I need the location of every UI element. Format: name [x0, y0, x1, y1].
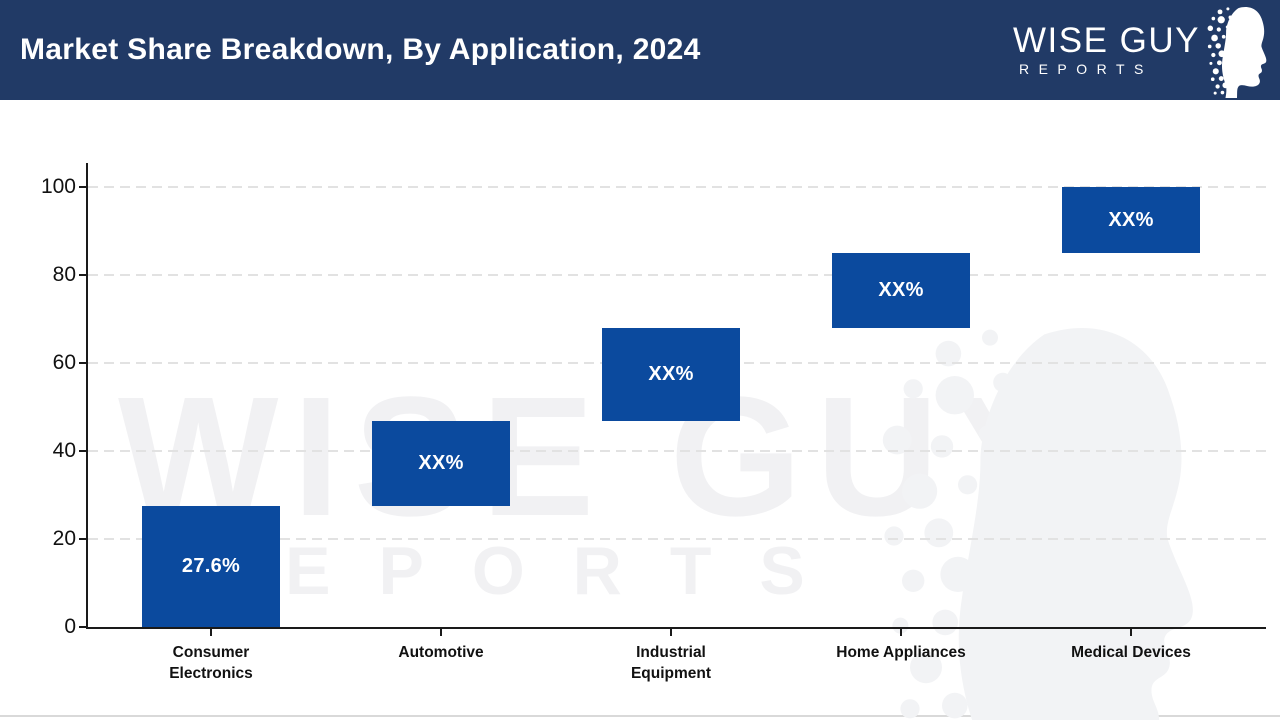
bar-5: XX% [1062, 187, 1200, 253]
bar-1: 27.6% [142, 505, 280, 627]
x-tick-mark-2 [440, 629, 442, 636]
gridline-40 [88, 450, 1266, 452]
chart-area: WISE GUY REPORTS 0 20 40 60 80 100 27.6% Consum… [0, 100, 1280, 720]
y-tick-mark-40 [79, 450, 87, 452]
category-label-3: Industrial Equipment [630, 644, 712, 682]
y-tick-mark-0 [79, 626, 87, 628]
brand-logo: WISE GUY REPORTS [1013, 0, 1270, 100]
x-tick-mark-1 [210, 629, 212, 636]
header-bar: Market Share Breakdown, By Application, … [0, 0, 1280, 100]
gridline-20 [88, 538, 1266, 540]
y-tick-mark-80 [79, 274, 87, 276]
y-tick-label-40: 40 [52, 439, 76, 462]
watermark-text-line2: REPORTS [188, 533, 853, 609]
y-tick-label-20: 20 [52, 527, 76, 550]
bar-2: XX% [372, 421, 510, 506]
y-tick-label-100: 100 [40, 175, 76, 198]
y-tick-label-80: 80 [52, 263, 76, 286]
brand-wordmark-line1: WISE GUY [1012, 21, 1200, 60]
brand-wordmark: WISE GUY REPORTS [1012, 21, 1200, 78]
bar-value-label-1: 27.6% [181, 554, 241, 577]
x-tick-mark-4 [900, 629, 902, 636]
bar-3: XX% [602, 327, 740, 422]
y-tick-mark-20 [79, 538, 87, 540]
x-tick-mark-3 [670, 629, 672, 636]
y-tick-label-60: 60 [52, 351, 76, 374]
gridline-100 [88, 186, 1266, 188]
y-axis-line [86, 163, 88, 629]
y-tick-mark-60 [79, 362, 87, 364]
bar-value-label-4: XX% [878, 278, 924, 301]
bar-value-label-5: XX% [1108, 208, 1154, 231]
gridline-80 [88, 274, 1266, 276]
category-label-2: Automotive [398, 644, 484, 661]
brand-wordmark-line2: REPORTS [1018, 61, 1153, 77]
bar-value-label-2: XX% [418, 451, 464, 474]
y-tick-label-0: 0 [64, 615, 76, 638]
bottom-divider [0, 715, 1280, 717]
x-tick-mark-5 [1130, 629, 1132, 636]
bar-value-label-3: XX% [648, 362, 694, 385]
category-label-4: Home Appliances [836, 644, 966, 661]
y-tick-mark-100 [79, 186, 87, 188]
bar-4: XX% [832, 253, 970, 328]
category-label-5: Medical Devices [1071, 644, 1191, 661]
category-label-1: Consumer Electronics [169, 644, 253, 682]
x-axis-line [86, 627, 1266, 629]
page-title: Market Share Breakdown, By Application, … [20, 33, 701, 66]
